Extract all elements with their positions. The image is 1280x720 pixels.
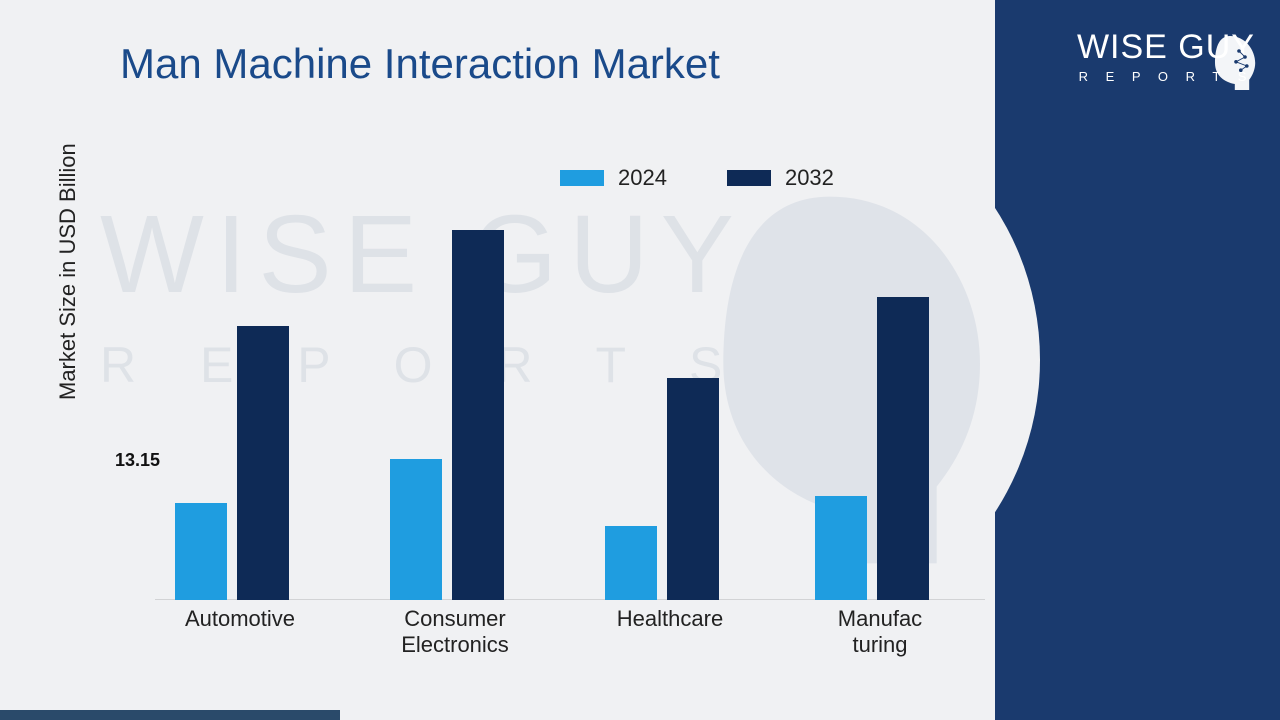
bar-2032: [452, 230, 504, 600]
bar-2032: [237, 326, 289, 600]
bar-2024: [605, 526, 657, 600]
bar-2024: [175, 503, 227, 600]
bar-2024: [815, 496, 867, 600]
bar-chart: AutomotiveConsumerElectronicsHealthcareM…: [155, 210, 985, 650]
y-tick-label: 13.15: [115, 450, 160, 471]
chart-title: Man Machine Interaction Market: [120, 40, 720, 88]
x-axis-label: Manufacturing: [790, 600, 970, 659]
legend-item-2024: 2024: [560, 165, 667, 191]
bar-2032: [667, 378, 719, 600]
brand-head-icon: [1200, 33, 1260, 93]
x-axis-label: Healthcare: [580, 600, 760, 632]
x-axis-label: Automotive: [150, 600, 330, 632]
y-axis-label: Market Size in USD Billion: [55, 143, 81, 400]
bar-2032: [877, 297, 929, 600]
legend: 2024 2032: [560, 165, 834, 191]
footer-accent-bar: [0, 710, 340, 720]
legend-item-2032: 2032: [727, 165, 834, 191]
x-axis-label: ConsumerElectronics: [365, 600, 545, 659]
legend-swatch-2024: [560, 170, 604, 186]
legend-label-2032: 2032: [785, 165, 834, 191]
bar-2024: [390, 459, 442, 600]
legend-label-2024: 2024: [618, 165, 667, 191]
brand-logo: WISE GUY R E P O R T S: [1077, 28, 1255, 84]
legend-swatch-2032: [727, 170, 771, 186]
